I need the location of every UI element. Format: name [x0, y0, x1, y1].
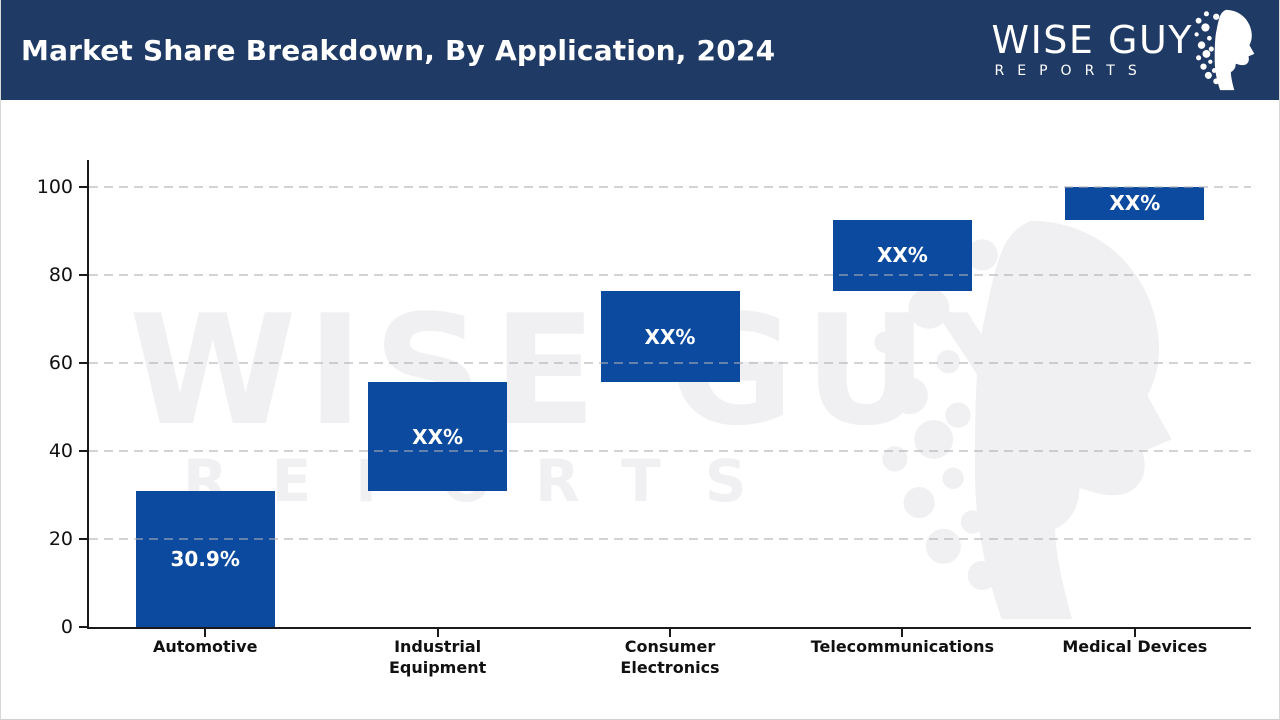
page-title: Market Share Breakdown, By Application, …: [21, 33, 776, 67]
y-tick-40: [79, 450, 87, 452]
y-tick-label-0: 0: [60, 616, 73, 638]
x-tick-2: [436, 629, 439, 637]
gridline-40: [89, 450, 1251, 452]
y-tick-20: [79, 538, 87, 540]
x-tick-3: [669, 629, 671, 637]
x-axis-line: [87, 627, 1251, 629]
bar-value-label-5: XX%: [1109, 191, 1161, 216]
watermark-text: WISE GUY: [129, 282, 1058, 459]
y-tick-0: [79, 626, 87, 628]
bar-value-label-1: 30.9%: [170, 547, 240, 572]
bar-value-label-4: XX%: [876, 243, 928, 268]
y-tick-label-80: 80: [48, 264, 73, 286]
bar-automotive: [135, 491, 275, 627]
brand-name: WISE GUY: [991, 18, 1193, 62]
plot: 0 20 40 60 80 100 Automotive Industrial Equipme…: [1, 100, 1279, 719]
x-tick-5: [1133, 629, 1136, 637]
y-tick-100: [79, 186, 87, 188]
gridline-20: [89, 538, 1251, 540]
y-tick-label-20: 20: [48, 528, 73, 550]
bar-value-label-2: XX%: [412, 424, 464, 449]
x-label-industrial-equipment: Industrial Equipment: [388, 637, 487, 677]
gridline-80: [89, 274, 1251, 276]
bar-industrial-equipment: [368, 382, 508, 492]
y-tick-label-100: 100: [36, 176, 73, 198]
header: Market Share Breakdown, By Application, …: [1, 0, 1279, 100]
x-label-automotive: Automotive: [152, 637, 258, 656]
y-tick-80: [79, 274, 87, 276]
brand-head-icon: [1194, 9, 1255, 91]
x-label-consumer-electronics: Consumer Electronics: [620, 637, 720, 677]
brand-logo: WISE GUY REPORTS: [992, 6, 1261, 94]
brand-subtitle: REPORTS: [994, 63, 1150, 79]
x-label-medical-devices: Medical Devices: [1062, 637, 1208, 656]
y-tick-60: [79, 362, 87, 364]
bar-consumer-electronics: [600, 291, 740, 383]
y-tick-label-60: 60: [48, 352, 73, 374]
y-axis-line: [87, 160, 89, 629]
chart-area: WISE GUY REPORTS 020406080100AutomotiveI…: [1, 100, 1279, 719]
x-tick-4: [901, 629, 904, 637]
x-label-telecommunications: Telecommunications: [810, 637, 995, 656]
y-tick-label-40: 40: [48, 440, 73, 462]
bar-value-label-3: XX%: [644, 324, 696, 349]
bar-telecommunications: [832, 219, 972, 292]
gridline-100: [89, 186, 1251, 188]
bar-medical-devices: [1065, 187, 1205, 220]
gridline-60: [89, 362, 1251, 364]
x-tick-1: [204, 629, 207, 637]
